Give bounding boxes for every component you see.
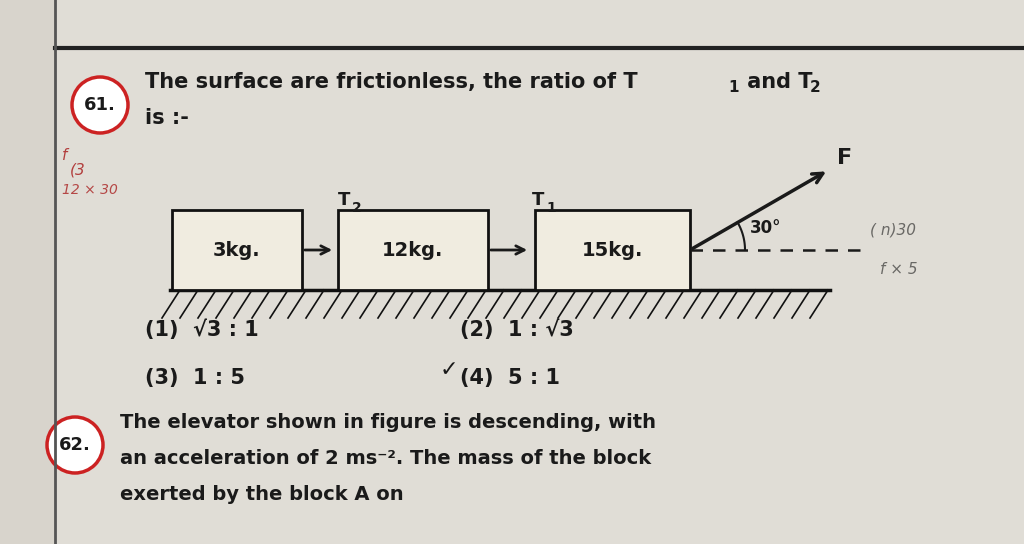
Text: (2)  1 : √3: (2) 1 : √3 (460, 320, 573, 340)
Text: T: T (338, 191, 350, 209)
Text: 1: 1 (728, 81, 738, 96)
Text: 15kg.: 15kg. (582, 240, 643, 259)
Text: ✓: ✓ (440, 360, 459, 380)
Text: is :-: is :- (145, 108, 188, 128)
Bar (338, 210, 488, 290)
Text: exerted by the block A on: exerted by the block A on (120, 485, 403, 504)
Text: T: T (532, 191, 545, 209)
Text: 2: 2 (810, 81, 821, 96)
Circle shape (72, 77, 128, 133)
Text: (3)  1 : 5: (3) 1 : 5 (145, 368, 245, 388)
Text: 61.: 61. (84, 96, 116, 114)
Text: 2: 2 (352, 201, 361, 215)
Text: f: f (62, 147, 68, 163)
Text: 12 × 30: 12 × 30 (62, 183, 118, 197)
Text: 62.: 62. (59, 436, 91, 454)
Text: 12kg.: 12kg. (382, 240, 443, 259)
Text: F: F (837, 148, 852, 168)
Text: an acceleration of 2 ms⁻². The mass of the block: an acceleration of 2 ms⁻². The mass of t… (120, 448, 651, 467)
Text: The elevator shown in figure is descending, with: The elevator shown in figure is descendi… (120, 412, 656, 431)
Circle shape (47, 417, 103, 473)
Text: The surface are frictionless, the ratio of T: The surface are frictionless, the ratio … (145, 72, 638, 92)
Text: 1: 1 (546, 201, 556, 215)
Text: ( n)30: ( n)30 (870, 222, 916, 238)
Text: (4)  5 : 1: (4) 5 : 1 (460, 368, 560, 388)
Text: and T: and T (740, 72, 812, 92)
Text: (3: (3 (70, 163, 86, 177)
Text: (1)  √3 : 1: (1) √3 : 1 (145, 320, 259, 340)
Text: f × 5: f × 5 (880, 263, 918, 277)
Bar (535, 210, 690, 290)
Bar (172, 210, 302, 290)
Text: 30°: 30° (750, 219, 781, 237)
Text: 3kg.: 3kg. (213, 240, 261, 259)
